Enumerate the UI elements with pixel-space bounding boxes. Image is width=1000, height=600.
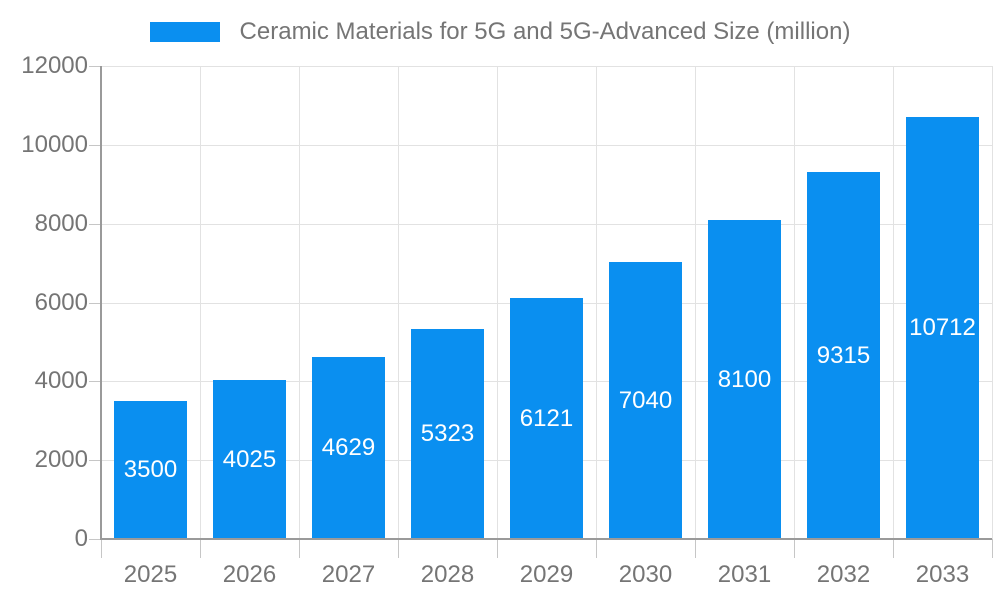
y-tick-label: 2000 bbox=[34, 446, 88, 473]
legend-swatch bbox=[149, 22, 220, 42]
y-axis-tick bbox=[89, 381, 101, 382]
y-tick-label: 8000 bbox=[34, 210, 88, 237]
y-axis-tick bbox=[89, 460, 101, 461]
bar[interactable]: 9315 bbox=[807, 172, 880, 539]
y-tick-label: 0 bbox=[74, 525, 88, 552]
x-gridline bbox=[992, 66, 993, 539]
y-gridline bbox=[101, 145, 992, 146]
y-gridline bbox=[101, 66, 992, 67]
bar[interactable]: 4025 bbox=[213, 380, 286, 539]
x-axis-tick bbox=[695, 539, 696, 558]
x-axis-tick bbox=[992, 539, 993, 558]
x-tick-label: 2025 bbox=[123, 561, 178, 588]
x-gridline bbox=[893, 66, 894, 539]
bar-value-label: 3500 bbox=[123, 456, 178, 483]
x-gridline bbox=[299, 66, 300, 539]
x-gridline bbox=[398, 66, 399, 539]
x-axis-tick bbox=[299, 539, 300, 558]
bar[interactable]: 10712 bbox=[906, 117, 979, 539]
x-tick-label: 2027 bbox=[321, 561, 376, 588]
x-axis-tick bbox=[893, 539, 894, 558]
x-tick-label: 2028 bbox=[420, 561, 475, 588]
legend-item[interactable]: Ceramic Materials for 5G and 5G-Advanced… bbox=[149, 18, 851, 46]
x-tick-label: 2030 bbox=[618, 561, 673, 588]
bar-value-label: 4025 bbox=[222, 445, 277, 473]
y-axis-tick bbox=[89, 145, 101, 146]
x-gridline bbox=[497, 66, 498, 539]
bar[interactable]: 7040 bbox=[609, 262, 682, 539]
y-tick-label: 6000 bbox=[34, 289, 88, 316]
y-axis-tick bbox=[89, 66, 101, 67]
x-tick-label: 2031 bbox=[717, 561, 772, 588]
x-tick-label: 2026 bbox=[222, 561, 277, 588]
x-tick-label: 2032 bbox=[816, 561, 871, 588]
y-tick-label: 10000 bbox=[21, 131, 88, 158]
bar-value-label: 4629 bbox=[321, 434, 376, 461]
bar-value-label: 10712 bbox=[909, 314, 976, 341]
y-gridline bbox=[101, 224, 992, 225]
y-axis-tick bbox=[89, 224, 101, 225]
y-tick-label: 4000 bbox=[34, 367, 88, 394]
x-axis-tick bbox=[398, 539, 399, 558]
x-gridline bbox=[695, 66, 696, 539]
bar-value-label: 7040 bbox=[618, 386, 673, 414]
legend: Ceramic Materials for 5G and 5G-Advanced… bbox=[0, 14, 1000, 50]
y-axis-tick bbox=[89, 539, 101, 540]
bar[interactable]: 4629 bbox=[312, 357, 385, 539]
bar-value-label: 6121 bbox=[519, 404, 574, 432]
x-axis-tick bbox=[596, 539, 597, 558]
y-tick-label: 12000 bbox=[21, 52, 88, 79]
bar-value-label: 8100 bbox=[717, 365, 772, 393]
bar-value-label: 5323 bbox=[420, 420, 475, 447]
y-axis-tick bbox=[89, 303, 101, 304]
x-gridline bbox=[596, 66, 597, 539]
x-tick-label: 2029 bbox=[519, 561, 574, 588]
x-axis-tick bbox=[101, 539, 102, 558]
x-axis-tick bbox=[200, 539, 201, 558]
bar[interactable]: 6121 bbox=[510, 298, 583, 539]
bar[interactable]: 3500 bbox=[114, 401, 187, 539]
legend-label: Ceramic Materials for 5G and 5G-Advanced… bbox=[239, 18, 851, 45]
bar[interactable]: 8100 bbox=[708, 220, 781, 539]
x-axis-tick bbox=[794, 539, 795, 558]
bar-value-label: 9315 bbox=[816, 341, 871, 369]
x-gridline bbox=[200, 66, 201, 539]
x-tick-label: 2033 bbox=[915, 561, 970, 588]
bar[interactable]: 5323 bbox=[411, 329, 484, 539]
x-gridline bbox=[794, 66, 795, 539]
x-axis-tick bbox=[497, 539, 498, 558]
